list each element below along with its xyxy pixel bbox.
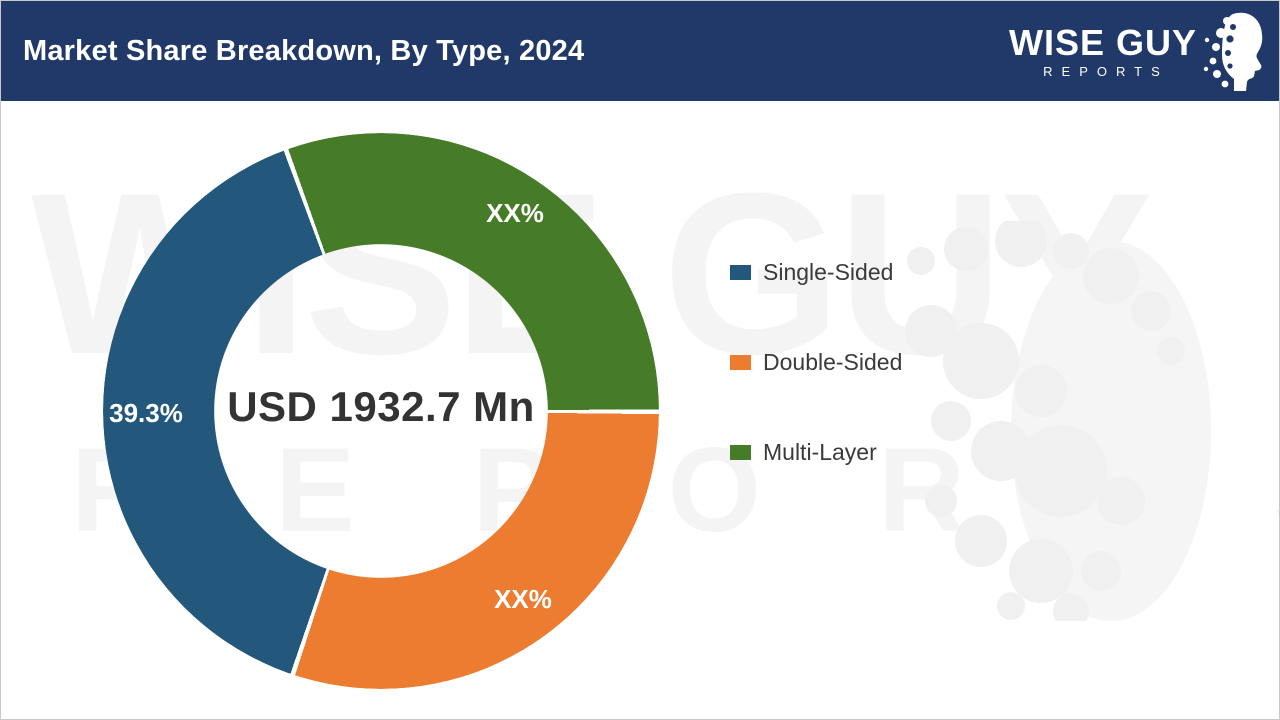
wiseguy-logo-line1: WISE GUY	[1008, 21, 1197, 63]
chart-area: WISE GUY R E P O R T S 39.3% XX% XX% USD…	[1, 101, 1279, 719]
legend-label-double-sided: Double-Sided	[763, 348, 903, 375]
wiseguy-face-icon	[1203, 12, 1263, 92]
wiseguy-logo: WISE GUY REPORTS	[1009, 1, 1265, 101]
page-title: Market Share Breakdown, By Type, 2024	[23, 34, 585, 67]
legend-swatch-single-sided	[730, 264, 751, 280]
header-bar: Market Share Breakdown, By Type, 2024 WI…	[1, 1, 1279, 101]
wiseguy-logo-text: WISE GUY REPORTS	[1008, 21, 1197, 79]
legend-label-single-sided: Single-Sided	[763, 258, 894, 285]
wiseguy-logo-line2: REPORTS	[1043, 63, 1169, 79]
watermark-face-dots	[905, 221, 1211, 621]
donut-center-value: USD 1932.7 Mn	[227, 383, 535, 430]
legend-swatch-multi-layer	[730, 444, 751, 460]
slice-label-single-sided: 39.3%	[109, 398, 183, 428]
donut-ring	[103, 133, 659, 689]
legend-swatch-double-sided	[730, 354, 751, 370]
legend-item-double-sided: Double-Sided	[730, 347, 902, 377]
legend-item-multi-layer: Multi-Layer	[730, 437, 902, 467]
legend-label-multi-layer: Multi-Layer	[763, 438, 877, 465]
slice-label-double-sided: XX%	[494, 584, 552, 614]
slice-label-multi-layer: XX%	[486, 198, 544, 228]
legend-item-single-sided: Single-Sided	[730, 257, 902, 287]
chart-legend: Single-Sided Double-Sided Multi-Layer	[730, 257, 902, 467]
